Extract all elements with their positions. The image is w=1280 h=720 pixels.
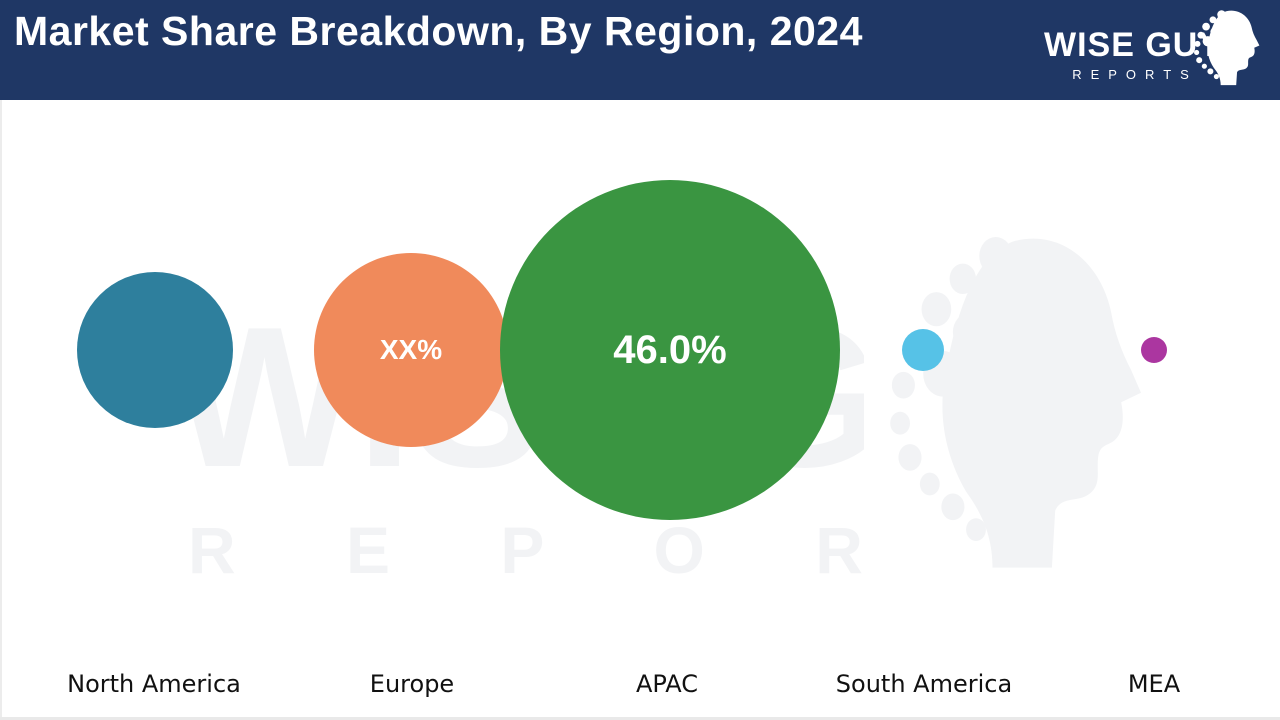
- header: Market Share Breakdown, By Region, 2024 …: [0, 0, 1280, 100]
- watermark-brand-subtitle: R E P O R T S: [188, 513, 888, 587]
- brand-wordmark: WISE GUY REPORTS: [1044, 26, 1222, 82]
- bubble-north-america: [77, 272, 233, 428]
- bubble-value-label-europe: XX%: [379, 334, 443, 365]
- bottom-strip: [0, 717, 1280, 720]
- brand-subtitle: REPORTS: [1072, 67, 1198, 82]
- watermark-face-icon: [890, 237, 1141, 568]
- page-title: Market Share Breakdown, By Region, 2024: [14, 8, 863, 54]
- bubble-mea: [1141, 337, 1167, 363]
- brand-name: WISE GUY: [1044, 26, 1223, 64]
- chart-area: WISE GUY R E P O R T S North AmericaXX%E…: [0, 100, 1280, 720]
- bubble-apac: 46.0%: [500, 180, 840, 520]
- brand-face-icon: [1194, 10, 1260, 86]
- bubble-europe: XX%: [314, 253, 508, 447]
- category-label-mea: MEA: [1127, 670, 1181, 698]
- brand-logo: WISE GUY REPORTS: [1022, 4, 1262, 96]
- bubble-value-label-apac: 46.0%: [613, 327, 727, 372]
- category-label-europe: Europe: [369, 670, 455, 698]
- category-label-apac: APAC: [635, 670, 699, 698]
- category-label-north-america: North America: [67, 670, 241, 698]
- bubble-south-america: [902, 329, 944, 371]
- category-label-south-america: South America: [835, 670, 1013, 698]
